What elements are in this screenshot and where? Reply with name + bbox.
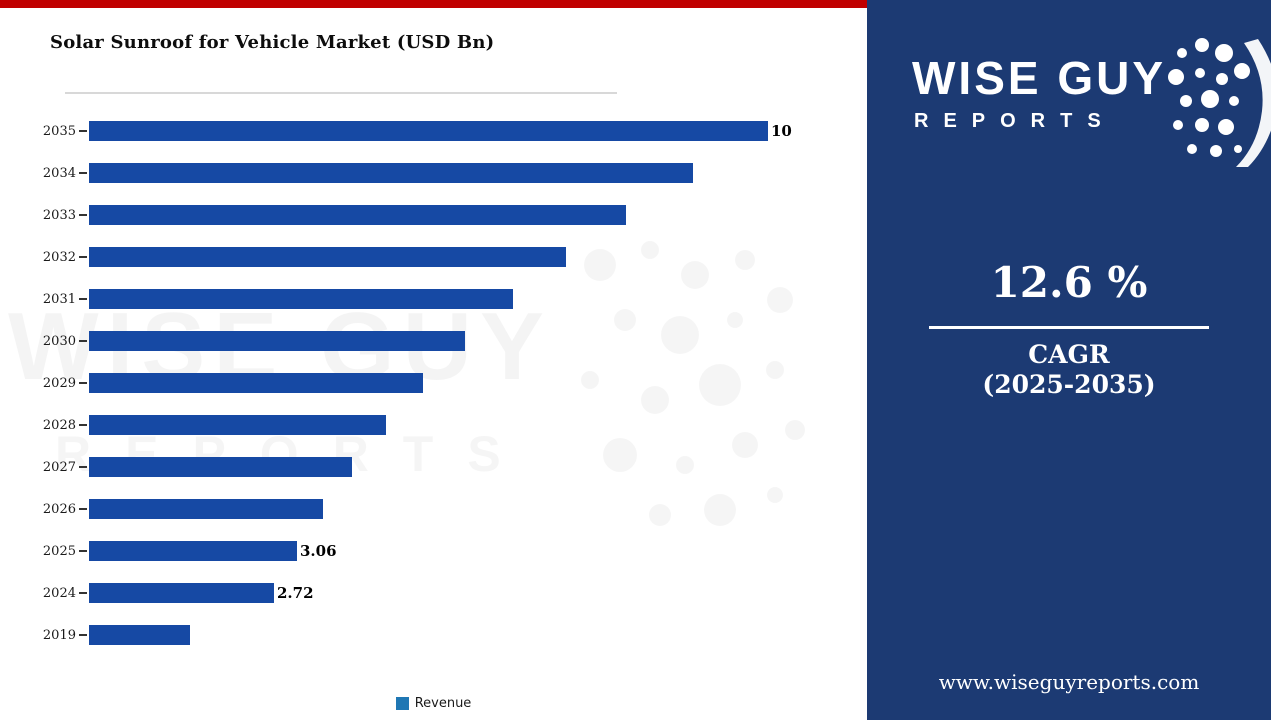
- bar-value-2025: 3.06: [300, 542, 337, 560]
- title-divider: [65, 92, 617, 94]
- bar-row: 2030: [24, 320, 854, 362]
- category-label-2027: 2027: [42, 459, 76, 475]
- bar-row: 2027: [24, 446, 854, 488]
- bar-2027: [89, 457, 352, 477]
- category-label-2019: 2019: [42, 627, 76, 643]
- bar-row: 2026: [24, 488, 854, 530]
- axis-tick: [79, 634, 87, 636]
- logo-text-reports: REPORTS: [914, 110, 1116, 132]
- head-dots-icon: [1168, 38, 1271, 167]
- bar-2034: [89, 163, 693, 183]
- bar-rows: 2035 10 2034 2033 2032 2031 2030 2029 2028 2027 20…: [24, 110, 854, 656]
- axis-tick: [79, 424, 87, 426]
- bar-value-2024: 2.72: [277, 584, 314, 602]
- axis-tick: [79, 298, 87, 300]
- bar-row: 2025 3.06: [24, 530, 854, 572]
- bar-2026: [89, 499, 323, 519]
- category-label-2029: 2029: [42, 375, 76, 391]
- bar-2030: [89, 331, 465, 351]
- category-label-2025: 2025: [42, 543, 76, 559]
- category-label-2032: 2032: [42, 249, 76, 265]
- axis-tick: [79, 382, 87, 384]
- bar-row: 2035 10: [24, 110, 854, 152]
- wise-guy-logo: WISE GUY REPORTS: [912, 38, 1271, 167]
- category-label-2034: 2034: [42, 165, 76, 181]
- bar-2028: [89, 415, 386, 435]
- axis-tick: [79, 172, 87, 174]
- bar-2019: [89, 625, 190, 645]
- logo-text-wise-guy: WISE GUY: [912, 52, 1167, 104]
- category-label-2031: 2031: [42, 291, 76, 307]
- axis-tick: [79, 592, 87, 594]
- legend-marker-revenue: [395, 697, 409, 710]
- chart-legend: Revenue: [0, 696, 867, 711]
- axis-tick: [79, 256, 87, 258]
- bar-2032: [89, 247, 566, 267]
- bar-row: 2019: [24, 614, 854, 656]
- bar-row: 2028: [24, 404, 854, 446]
- axis-tick: [79, 550, 87, 552]
- axis-tick: [79, 214, 87, 216]
- axis-tick: [79, 508, 87, 510]
- bar-2025: [89, 541, 297, 561]
- bar-row: 2024 2.72: [24, 572, 854, 614]
- bar-value-2035: 10: [771, 122, 792, 140]
- bar-row: 2033: [24, 194, 854, 236]
- brand-panel: WISE GUY REPORTS 12.6 % CAGR (2025-2035)…: [867, 0, 1271, 720]
- bar-2029: [89, 373, 423, 393]
- category-label-2024: 2024: [42, 585, 76, 601]
- category-label-2033: 2033: [42, 207, 76, 223]
- bar-row: 2029: [24, 362, 854, 404]
- bar-2035: [89, 121, 768, 141]
- category-label-2026: 2026: [42, 501, 76, 517]
- category-label-2035: 2035: [42, 123, 76, 139]
- legend-label-revenue: Revenue: [414, 696, 472, 711]
- bar-row: 2032: [24, 236, 854, 278]
- cagr-label: CAGR (2025-2035): [867, 340, 1271, 400]
- bar-row: 2034: [24, 152, 854, 194]
- bar-2033: [89, 205, 626, 225]
- chart-title: Solar Sunroof for Vehicle Market (USD Bn…: [50, 32, 495, 53]
- bar-row: 2031: [24, 278, 854, 320]
- chart-section: WISE GUY REPORTS Solar Sunroof for Vehic…: [0, 0, 867, 711]
- website-link[interactable]: www.wiseguyreports.com: [938, 670, 1200, 694]
- bar-2031: [89, 289, 513, 309]
- cagr-divider: [929, 326, 1209, 329]
- axis-tick: [79, 340, 87, 342]
- category-label-2030: 2030: [42, 333, 76, 349]
- axis-tick: [79, 466, 87, 468]
- cagr-value: 12.6 %: [990, 258, 1148, 307]
- top-accent-bar: [0, 0, 867, 8]
- axis-tick: [79, 130, 87, 132]
- bar-2024: [89, 583, 274, 603]
- cagr-label-line2: (2025-2035): [982, 370, 1156, 399]
- cagr-label-line1: CAGR: [1028, 340, 1110, 369]
- category-label-2028: 2028: [42, 417, 76, 433]
